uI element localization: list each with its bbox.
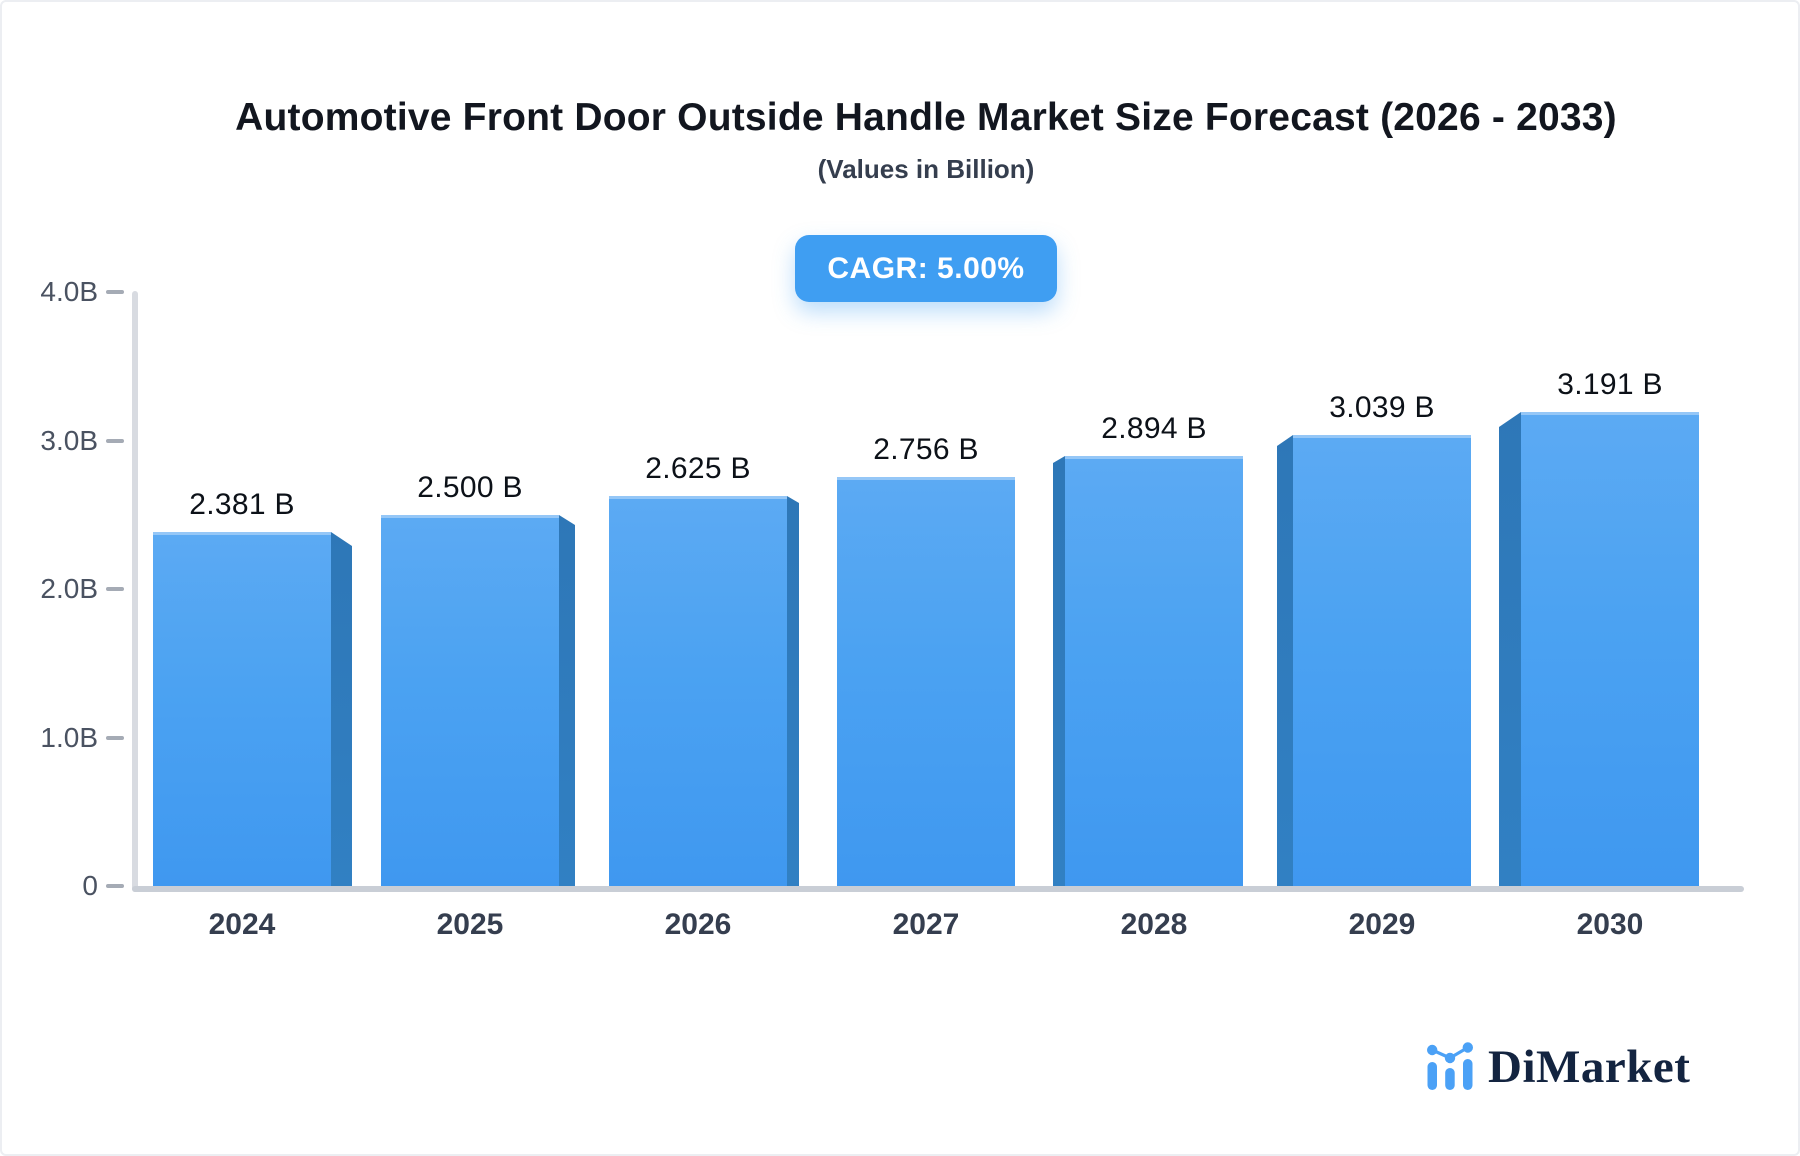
bar-2025 (381, 515, 559, 886)
x-axis-category-label: 2026 (664, 908, 732, 941)
bar-value-label: 2.500 B (417, 471, 523, 504)
bar-3d-side-2026 (787, 496, 799, 886)
bar-2027 (837, 477, 1015, 886)
cagr-badge-row: CAGR: 5.00% (54, 235, 1798, 302)
bar-value-label: 2.625 B (645, 452, 751, 485)
x-axis-category-label: 2029 (1348, 908, 1416, 941)
chart-subtitle: (Values in Billion) (817, 154, 1035, 184)
page-title: Automotive Front Door Outside Handle Mar… (235, 96, 1617, 139)
bar-3d-side-2030 (1499, 412, 1521, 886)
bar-2030 (1521, 412, 1699, 886)
logo-brand-text: DiMarket (1488, 1040, 1691, 1093)
bar-3d-side-2024 (331, 532, 352, 886)
bar-2026 (609, 496, 787, 886)
bar-3d-side-2028 (1053, 456, 1065, 886)
y-axis-tick-label: 0 (82, 870, 98, 901)
y-axis-line (132, 291, 138, 892)
y-axis-tick-mark (106, 587, 124, 591)
bar-value-label: 3.039 B (1329, 391, 1435, 424)
bar-3d-side-2029 (1277, 435, 1293, 886)
y-axis-tick-label: 4.0B (40, 276, 98, 307)
bar-3d-side-2025 (559, 515, 575, 886)
x-axis-category-label: 2027 (892, 908, 960, 941)
y-axis-tick-label: 1.0B (40, 721, 98, 753)
bar-chart-sparkline-icon (1427, 1042, 1473, 1090)
bar-value-label: 2.894 B (1101, 412, 1207, 445)
chart-header: Automotive Front Door Outside Handle Mar… (2, 2, 1798, 302)
y-axis-tick-mark (106, 438, 124, 443)
x-axis-category-label: 2024 (208, 908, 276, 941)
y-axis-tick-mark (106, 290, 124, 294)
y-axis-tick-label: 3.0B (40, 424, 98, 456)
y-axis-tick-label: 2.0B (40, 573, 98, 604)
bar-value-label: 2.381 B (189, 488, 295, 521)
cagr-badge: CAGR: 5.00% (795, 235, 1057, 302)
bar-2028 (1065, 456, 1243, 886)
y-axis-tick-mark (106, 735, 124, 740)
bar-value-label: 2.756 B (873, 433, 979, 466)
x-axis-category-label: 2025 (436, 908, 504, 941)
x-axis-baseline (132, 886, 1744, 892)
bar-2029 (1293, 435, 1471, 886)
dimarket-logo: DiMarket (1426, 1042, 1690, 1092)
bar-value-label: 3.191 B (1557, 368, 1663, 401)
y-axis-tick-mark (106, 884, 124, 888)
x-axis-category-label: 2030 (1576, 908, 1644, 941)
x-axis-category-label: 2028 (1120, 908, 1188, 941)
bar-2024 (153, 532, 331, 886)
